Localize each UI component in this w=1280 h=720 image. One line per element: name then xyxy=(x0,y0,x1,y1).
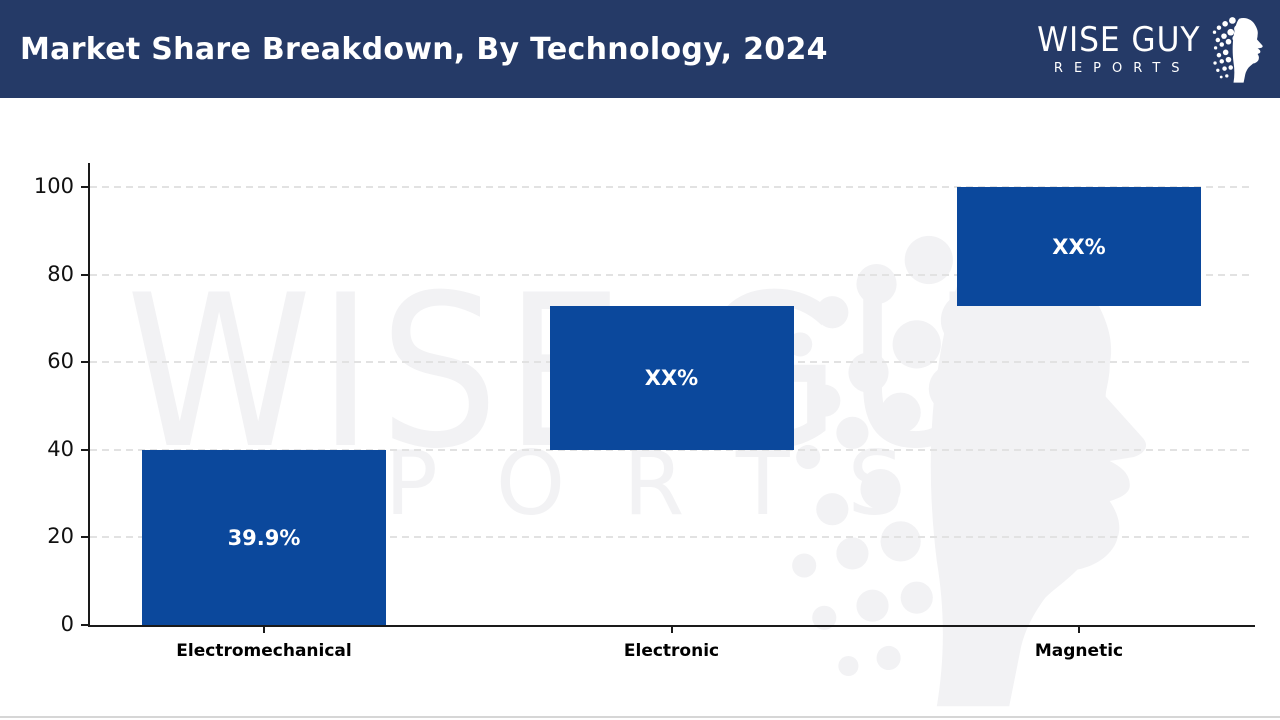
gridline xyxy=(90,536,1253,539)
y-tick-mark xyxy=(81,186,89,189)
header: Market Share Breakdown, By Technology, 2… xyxy=(0,0,1280,98)
y-tick-mark xyxy=(81,536,89,539)
wiseguy-head-icon xyxy=(1212,17,1263,83)
bottom-border xyxy=(0,716,1280,718)
gridline xyxy=(90,273,1253,276)
y-axis-spine xyxy=(88,163,90,627)
page-title: Market Share Breakdown, By Technology, 2… xyxy=(20,31,828,67)
y-tick-label: 0 xyxy=(60,612,74,636)
y-tick-label: 80 xyxy=(47,261,74,286)
x-tick-mark xyxy=(670,625,673,633)
x-axis-spine xyxy=(88,625,1255,627)
y-tick-label: 40 xyxy=(47,436,74,461)
y-tick-mark xyxy=(81,273,89,276)
bar-magnetic: XX% xyxy=(957,187,1201,306)
brand-name: WISE GUY xyxy=(1037,20,1201,60)
x-axis-label: Electromechanical xyxy=(176,641,352,661)
y-tick-label: 60 xyxy=(47,349,74,374)
x-axis-label: Electronic xyxy=(623,641,720,661)
brand-subtitle: REPORTS xyxy=(1053,61,1191,76)
bar-value-label: 39.9% xyxy=(227,525,301,550)
bar-electromechanical: 39.9% xyxy=(142,450,386,625)
y-tick-label: 100 xyxy=(33,174,74,199)
bar-electronic: XX% xyxy=(549,305,794,451)
brand-logo: WISE GUY REPORTS xyxy=(1030,11,1266,87)
brand-logo-text: WISE GUY REPORTS xyxy=(1030,23,1208,75)
y-tick-mark xyxy=(81,361,89,364)
x-tick-mark xyxy=(1078,625,1080,633)
gridline xyxy=(90,186,1253,189)
x-axis-label: Magnetic xyxy=(1034,641,1124,661)
y-tick-label: 20 xyxy=(47,524,74,549)
bar-value-label: XX% xyxy=(644,366,699,391)
y-tick-mark xyxy=(81,624,89,626)
y-tick-mark xyxy=(81,448,89,451)
bar-value-label: XX% xyxy=(1052,234,1106,259)
x-tick-mark xyxy=(263,625,265,633)
